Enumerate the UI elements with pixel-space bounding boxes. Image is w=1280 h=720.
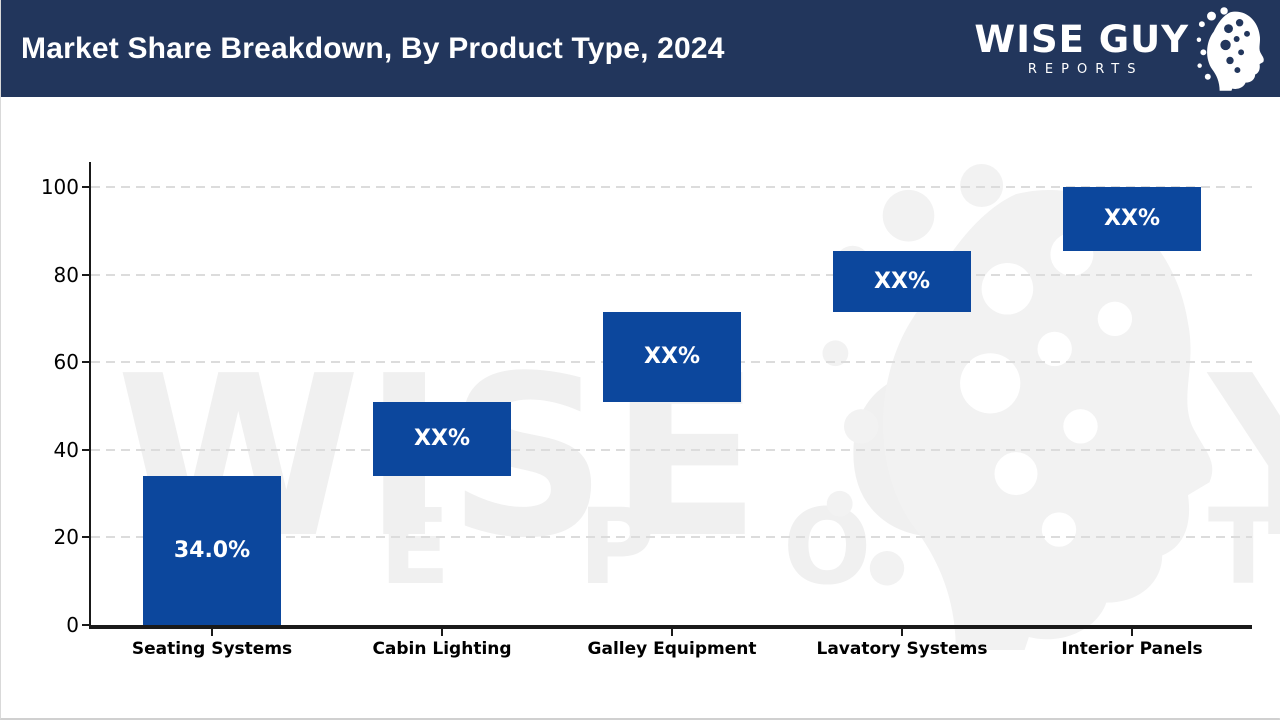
x-tick-seating-systems	[211, 628, 213, 636]
y-tick-60	[82, 361, 90, 364]
gridline-40	[91, 448, 1252, 451]
x-category-label-interior-panels: Interior Panels	[1061, 639, 1203, 659]
logo-wordmark: WISE GUY	[974, 17, 1189, 61]
bar-interior-panels: XX%	[1063, 187, 1201, 251]
y-tick-label-20: 20	[53, 525, 79, 550]
x-axis-line	[88, 625, 1252, 629]
chart-plot-area: WISE GUY R E P O R T S 02040608010034.0%…	[1, 97, 1280, 718]
y-tick-label-60: 60	[53, 350, 79, 375]
y-tick-100	[82, 186, 90, 188]
gridline-20	[91, 536, 1252, 539]
dotted-head-icon	[1196, 6, 1264, 91]
y-tick-label-40: 40	[53, 437, 79, 462]
y-tick-label-100: 100	[40, 175, 79, 199]
gridline-80	[91, 273, 1252, 276]
bar-seating-systems: 34.0%	[143, 476, 281, 625]
y-tick-40	[82, 448, 90, 451]
x-tick-lavatory-systems	[901, 628, 903, 636]
x-tick-cabin-lighting	[441, 628, 443, 636]
y-tick-20	[82, 536, 90, 539]
logo-text: WISE GUY REPORTS	[974, 21, 1189, 77]
y-axis-line	[88, 162, 91, 628]
x-tick-galley-equipment	[671, 628, 673, 636]
logo-subtitle: REPORTS	[1027, 61, 1144, 77]
y-tick-label-80: 80	[53, 262, 79, 287]
x-category-label-lavatory-systems: Lavatory Systems	[816, 639, 988, 659]
bar-lavatory-systems: XX%	[833, 250, 971, 312]
bar-value-label-cabin-lighting: XX%	[414, 426, 470, 452]
gridline-100	[91, 186, 1252, 188]
y-tick-80	[82, 273, 90, 276]
y-tick-0	[82, 624, 90, 626]
page-title: Market Share Breakdown, By Product Type,…	[21, 31, 725, 65]
bar-value-label-interior-panels: XX%	[1104, 206, 1160, 232]
x-category-label-cabin-lighting: Cabin Lighting	[372, 639, 512, 659]
x-tick-interior-panels	[1131, 628, 1133, 636]
bar-value-label-galley-equipment: XX%	[644, 344, 700, 370]
bar-value-label-lavatory-systems: XX%	[874, 268, 930, 294]
bar-galley-equipment: XX%	[603, 311, 741, 402]
bar-value-label-seating-systems: 34.0%	[173, 538, 251, 564]
x-category-label-galley-equipment: Galley Equipment	[587, 639, 757, 659]
y-tick-label-0: 0	[66, 613, 79, 637]
wise-guy-logo: WISE GUY REPORTS	[974, 6, 1271, 92]
bar-cabin-lighting: XX%	[373, 401, 511, 477]
header-bar: Market Share Breakdown, By Product Type,…	[1, 0, 1280, 97]
x-category-label-seating-systems: Seating Systems	[131, 639, 293, 659]
